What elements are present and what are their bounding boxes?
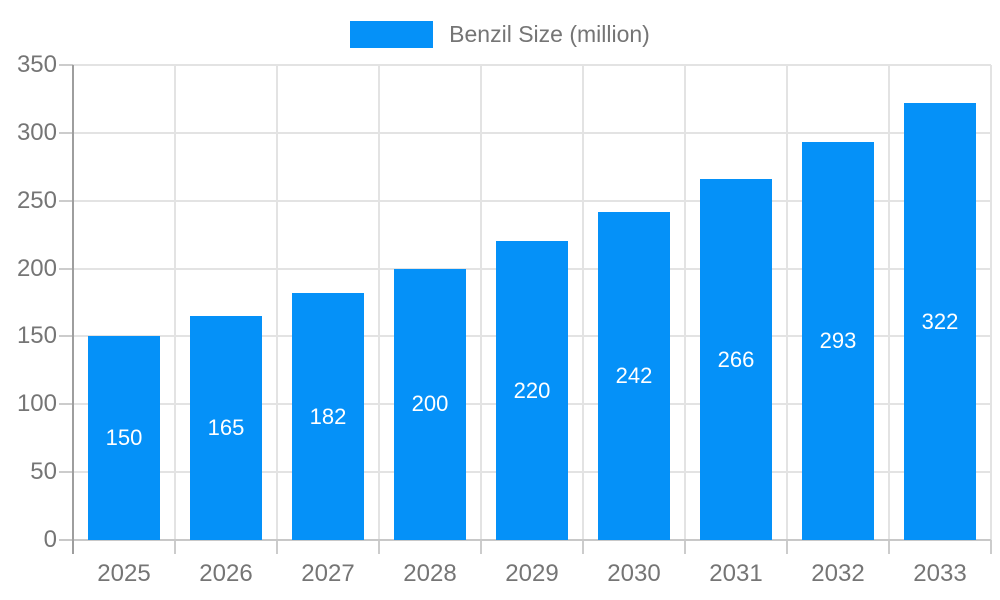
v-gridline [480, 65, 482, 540]
legend-item-benzil-size[interactable]: Benzil Size (million) [350, 20, 650, 48]
v-gridline [174, 65, 176, 540]
y-tick-mark [59, 199, 73, 202]
x-tick-mark [378, 540, 380, 554]
x-tick-label: 2033 [913, 560, 967, 587]
bar-2032: 293 [802, 142, 874, 540]
bar-value-label: 200 [411, 391, 449, 417]
bar-2031: 266 [700, 179, 772, 540]
bar-2026: 165 [190, 316, 262, 540]
legend-label: Benzil Size (million) [449, 20, 650, 47]
y-tick-label: 200 [16, 254, 57, 282]
bar-value-label: 242 [615, 362, 653, 388]
x-tick-label: 2025 [97, 560, 151, 587]
h-gridline [73, 199, 991, 202]
v-gridline [684, 65, 686, 540]
y-tick-mark [59, 403, 73, 406]
x-tick-label: 2029 [505, 560, 559, 587]
x-tick-label: 2026 [199, 560, 253, 587]
y-tick-label: 350 [16, 51, 57, 78]
y-tick-mark [59, 471, 73, 474]
v-gridline [582, 65, 584, 540]
x-tick-label: 2027 [301, 560, 355, 587]
y-tick-label: 250 [16, 186, 57, 214]
x-axis-line [59, 539, 991, 541]
x-tick-label: 2028 [403, 560, 457, 587]
y-tick-mark [59, 267, 73, 270]
x-tick-mark [276, 540, 278, 554]
bar-value-label: 293 [819, 328, 857, 354]
y-tick-label: 150 [16, 322, 57, 350]
bar-2033: 322 [904, 103, 976, 540]
x-tick-mark [174, 540, 176, 554]
x-tick-label: 2031 [709, 560, 763, 587]
bar-value-label: 165 [207, 415, 245, 441]
v-gridline [990, 65, 992, 540]
x-tick-label: 2032 [811, 560, 865, 587]
chart-legend: Benzil Size (million) [0, 17, 1000, 51]
x-tick-mark [582, 540, 584, 554]
bar-2028: 200 [394, 268, 466, 540]
v-gridline [888, 65, 890, 540]
y-tick-label: 100 [16, 390, 57, 418]
bar-value-label: 220 [513, 377, 551, 403]
y-axis-line [72, 65, 74, 554]
bar-value-label: 182 [309, 403, 347, 429]
y-tick-label: 50 [30, 458, 57, 486]
v-gridline [378, 65, 380, 540]
y-tick-label: 0 [43, 526, 57, 553]
x-tick-label: 2030 [607, 560, 661, 587]
y-tick-mark [59, 335, 73, 338]
bar-2027: 182 [292, 293, 364, 540]
h-gridline [73, 64, 991, 66]
x-tick-mark [990, 540, 992, 554]
y-tick-mark [59, 64, 73, 66]
v-gridline [276, 65, 278, 540]
x-tick-mark [888, 540, 890, 554]
bar-2030: 242 [598, 211, 670, 540]
y-tick-mark [59, 131, 73, 134]
bar-2025: 150 [88, 336, 160, 540]
legend-color-swatch [350, 20, 434, 48]
y-tick-label: 300 [16, 118, 57, 146]
bar-value-label: 266 [717, 346, 755, 372]
v-gridline [786, 65, 788, 540]
bar-2029: 220 [496, 241, 568, 540]
x-tick-mark [480, 540, 482, 554]
bar-value-label: 322 [921, 308, 959, 334]
x-tick-mark [786, 540, 788, 554]
bar-value-label: 150 [105, 425, 143, 451]
h-gridline [73, 131, 991, 134]
x-tick-mark [684, 540, 686, 554]
